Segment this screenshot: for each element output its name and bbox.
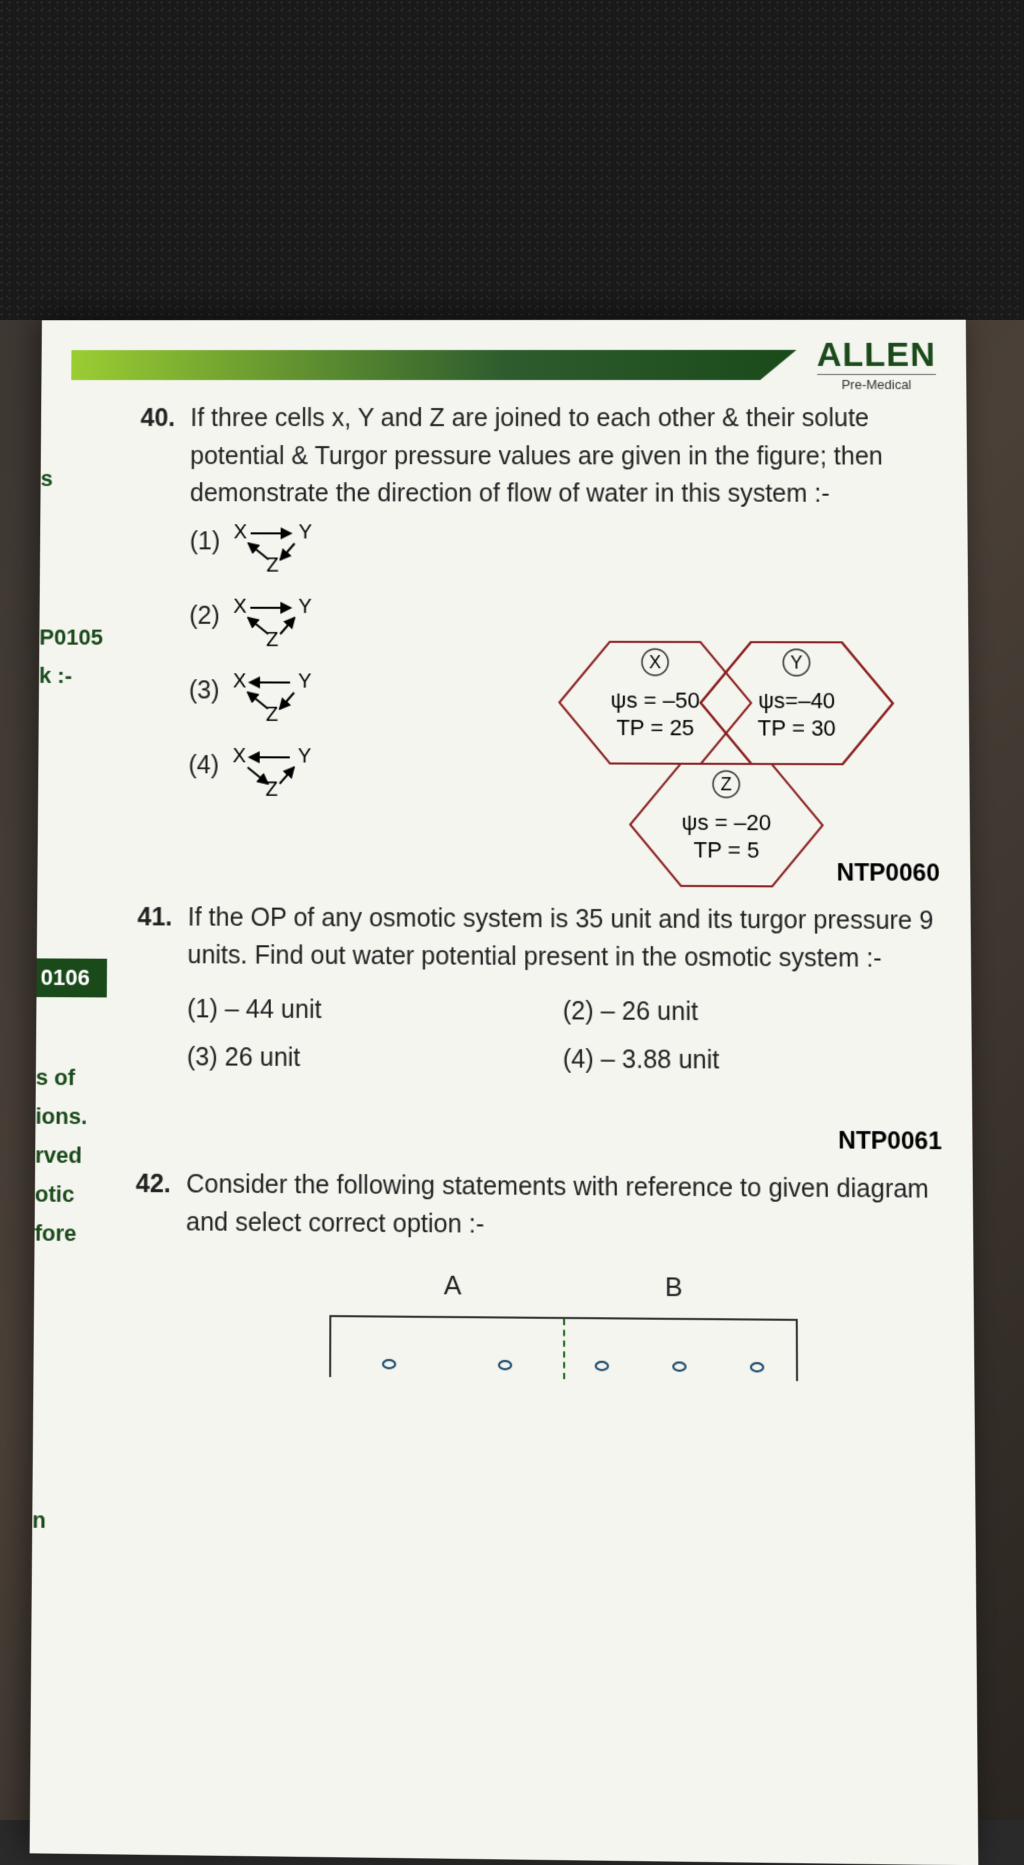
svg-text:ψs = –50: ψs = –50 xyxy=(611,687,700,713)
svg-text:TP = 5: TP = 5 xyxy=(693,837,759,863)
option-1: (1) – 44 unit xyxy=(187,990,563,1030)
svg-text:Y: Y xyxy=(297,747,310,768)
particle-icon xyxy=(750,1362,764,1373)
particle-icon xyxy=(595,1360,609,1370)
svg-text:Y: Y xyxy=(298,523,311,543)
margin-code: 0106 xyxy=(36,958,107,997)
svg-text:Z: Z xyxy=(266,554,278,573)
svg-text:X: X xyxy=(233,597,246,617)
svg-text:Z: Z xyxy=(721,774,732,794)
question-42: 42. Consider the following statements wi… xyxy=(135,1165,944,1382)
flow-diagram-4: X Y Z xyxy=(227,747,318,798)
cell-a xyxy=(331,1317,563,1379)
ab-box xyxy=(329,1315,798,1381)
label-a: A xyxy=(444,1265,462,1305)
option-4: (4) – 3.88 unit xyxy=(563,1041,942,1082)
margin-code: fore xyxy=(34,1214,105,1254)
svg-text:Z: Z xyxy=(265,703,277,722)
q42-text: Consider the following statements with r… xyxy=(186,1169,929,1239)
q41-options: (1) – 44 unit (2) – 26 unit (3) 26 unit … xyxy=(187,990,942,1081)
label-b: B xyxy=(665,1267,683,1308)
svg-text:X: X xyxy=(649,652,661,672)
flow-diagram-1: X Y Z xyxy=(228,523,318,573)
svg-text:X: X xyxy=(232,747,245,767)
svg-text:Z: Z xyxy=(266,628,278,647)
svg-text:X: X xyxy=(232,672,245,692)
opt-label: (2) xyxy=(189,597,220,635)
svg-text:Y: Y xyxy=(298,597,311,617)
svg-text:Y: Y xyxy=(298,672,311,692)
question-text: Consider the following statements with r… xyxy=(185,1165,943,1382)
q40-text: If three cells x, Y and Z are joined to … xyxy=(190,404,883,508)
question-number: 40. xyxy=(138,400,190,821)
svg-text:TP = 30: TP = 30 xyxy=(758,715,836,741)
question-41: 41. If the OP of any osmotic system is 3… xyxy=(136,898,941,1092)
cell-b xyxy=(563,1318,796,1380)
opt-label: (3) xyxy=(189,672,220,710)
particle-icon xyxy=(672,1361,686,1371)
brand-name: ALLEN xyxy=(817,338,936,372)
header: ALLEN Pre-Medical xyxy=(71,340,936,390)
brand: ALLEN Pre-Medical xyxy=(817,338,937,392)
header-band-graphic xyxy=(71,350,796,380)
svg-text:Z: Z xyxy=(265,778,277,797)
option-1: (1) X Y Z xyxy=(190,523,938,574)
flow-diagram-3: X Y Z xyxy=(227,672,317,723)
question-number: 42. xyxy=(135,1165,187,1375)
margin-codes: s P0105 k :- 0106 s of ions. rved otic f… xyxy=(32,420,111,1541)
q41-text: If the OP of any osmotic system is 35 un… xyxy=(187,903,933,973)
margin-code: k :- xyxy=(39,657,109,695)
svg-text:X: X xyxy=(233,523,246,543)
margin-code: otic xyxy=(35,1175,106,1214)
question-text: If the OP of any osmotic system is 35 un… xyxy=(187,899,942,1092)
hexagon-diagram: X ψs = –50 TP = 25 Y ψs=–40 TP = 30 Z ψ xyxy=(514,621,899,907)
page: s P0105 k :- 0106 s of ions. rved otic f… xyxy=(30,320,979,1865)
particle-icon xyxy=(382,1358,396,1368)
svg-text:ψs=–40: ψs=–40 xyxy=(758,688,835,714)
margin-code: rved xyxy=(35,1136,106,1175)
svg-text:ψs = –20: ψs = –20 xyxy=(682,809,772,835)
svg-text:Y: Y xyxy=(790,652,802,672)
svg-text:TP = 25: TP = 25 xyxy=(616,715,694,741)
particle-icon xyxy=(498,1359,512,1369)
brand-subtitle: Pre-Medical xyxy=(817,374,936,392)
question-number: 41. xyxy=(136,898,187,1087)
margin-code: s xyxy=(40,460,110,498)
margin-code: n xyxy=(32,1501,103,1541)
margin-code: ions. xyxy=(35,1097,106,1136)
content: 40. If three cells x, Y and Z are joined… xyxy=(135,400,944,1382)
question-40: 40. If three cells x, Y and Z are joined… xyxy=(138,400,939,824)
flow-diagram-2: X Y Z xyxy=(228,597,318,648)
margin-code: P0105 xyxy=(39,618,109,656)
ntp-code: NTP0061 xyxy=(136,1118,942,1160)
opt-label: (4) xyxy=(188,746,219,784)
desk-surface xyxy=(0,0,1024,320)
option-2: (2) – 26 unit xyxy=(563,992,941,1033)
ab-diagram: A B xyxy=(185,1263,943,1382)
option-3: (3) 26 unit xyxy=(187,1039,563,1080)
opt-label: (1) xyxy=(190,523,221,561)
margin-code: s of xyxy=(36,1058,107,1097)
